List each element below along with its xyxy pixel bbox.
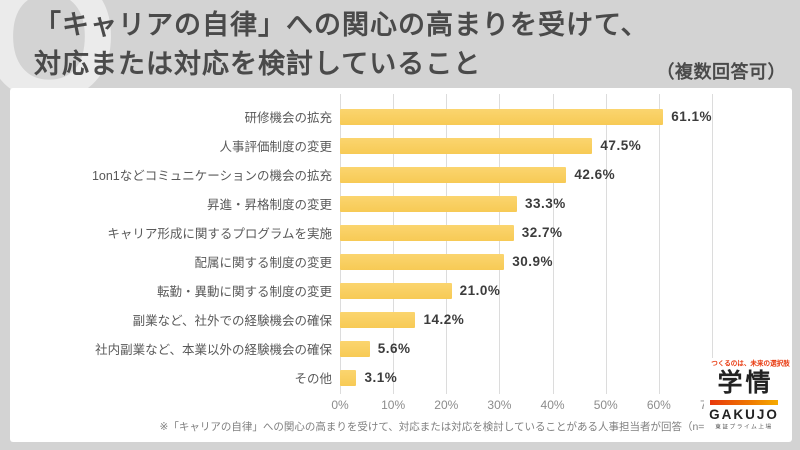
chart-row: 社内副業など、本業以外の経験機会の確保 5.6% (10, 334, 792, 363)
value-label: 21.0% (459, 283, 501, 298)
chart-row: その他 3.1% (10, 363, 792, 392)
category-label: 人事評価制度の変更 (219, 140, 332, 154)
bar (340, 282, 452, 299)
gakujo-logo: つくるのは、未来の選択肢 学情 GAKUJO 東証プライム上場 (704, 358, 790, 432)
chart-rows: 研修機会の拡充 61.1% 人事評価制度の変更 47.5% 1on1などコミュニケーショ… (10, 102, 792, 392)
category-label: 昇進・昇格制度の変更 (206, 198, 332, 212)
logo-tagline: つくるのは、未来の選択肢 (711, 360, 790, 368)
value-label: 47.5% (600, 138, 642, 153)
multiple-answers-note: （複数回答可） (656, 62, 786, 82)
x-axis-tick: 0% (331, 398, 349, 412)
page-title: 「キャリアの自律」への関心の高まりを受けて、 対応または対応を検討していること (34, 6, 649, 84)
category-label: 社内副業など、本業以外の経験機会の確保 (95, 343, 332, 357)
chart-row: 副業など、社外での経験機会の確保 14.2% (10, 305, 792, 334)
bar (340, 340, 370, 357)
value-label: 30.9% (512, 254, 553, 269)
chart-row: 昇進・昇格制度の変更 33.3% (10, 189, 792, 218)
value-label: 3.1% (364, 370, 398, 385)
chart-row: 転勤・異動に関する制度の変更 21.0% (10, 276, 792, 305)
logo-orange-bar (710, 400, 778, 405)
logo-name-jp: 学情 (717, 369, 774, 398)
value-label: 33.3% (524, 196, 566, 211)
logo-subtext: 東証プライム上場 (715, 424, 773, 431)
x-axis-tick: 60% (646, 398, 671, 412)
x-axis-tick: 20% (434, 398, 459, 412)
bar (340, 253, 505, 270)
chart-card: 研修機会の拡充 61.1% 人事評価制度の変更 47.5% 1on1などコミュニケーショ… (10, 88, 792, 442)
bar (340, 311, 416, 328)
value-label: 42.6% (574, 167, 616, 182)
category-label: その他 (294, 372, 332, 386)
chart-row: キャリア形成に関するプログラムを実施 32.7% (10, 218, 792, 247)
bar (340, 195, 517, 212)
category-label: キャリア形成に関するプログラムを実施 (107, 227, 332, 241)
bar (340, 166, 567, 183)
x-axis-tick: 10% (381, 398, 406, 412)
value-label: 32.7% (521, 225, 563, 240)
chart-row: 配属に関する制度の変更 30.9% (10, 247, 792, 276)
value-label: 61.1% (671, 109, 712, 124)
category-label: 転勤・異動に関する制度の変更 (156, 285, 332, 299)
page-title-line2: 対応または対応を検討していること (34, 49, 482, 79)
chart-row: 研修機会の拡充 61.1% (10, 102, 792, 131)
chart-row: 人事評価制度の変更 47.5% (10, 131, 792, 160)
survey-footnote: ※「キャリアの自律」への関心の高まりを受けて、対応または対応を検討していることが… (159, 421, 733, 433)
value-label: 5.6% (377, 341, 411, 356)
value-label: 14.2% (423, 312, 465, 327)
category-label: 1on1などコミュニケーションの機会の拡充 (91, 169, 332, 183)
page-title-line1: 「キャリアの自律」への関心の高まりを受けて、 (34, 10, 649, 40)
bar (340, 137, 593, 154)
category-label: 副業など、社外での経験機会の確保 (132, 314, 332, 328)
x-axis-tick: 40% (540, 398, 565, 412)
x-axis-tick: 50% (593, 398, 618, 412)
logo-name-en: GAKUJO (709, 407, 779, 422)
x-axis-tick: 30% (487, 398, 512, 412)
x-axis: 0%10%20%30%40%50%60%70% (331, 398, 724, 414)
bar (340, 108, 664, 125)
category-label: 研修機会の拡充 (244, 111, 332, 125)
chart-row: 1on1などコミュニケーションの機会の拡充 42.6% (10, 160, 792, 189)
bar (340, 224, 514, 241)
bar (340, 369, 357, 386)
category-label: 配属に関する制度の変更 (194, 256, 332, 270)
